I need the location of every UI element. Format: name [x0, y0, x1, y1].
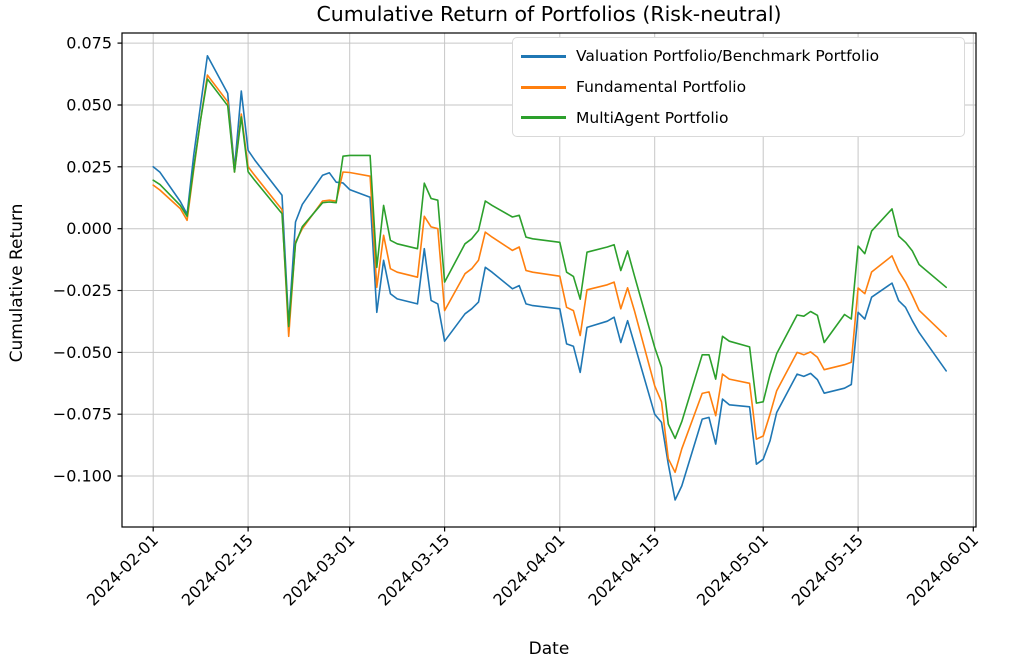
legend: Valuation Portfolio/Benchmark Portfolio … [512, 37, 965, 137]
x-tick-label-2024-05-15: 2024-05-15 [788, 530, 867, 609]
x-tick-label-2024-02-15: 2024-02-15 [178, 530, 257, 609]
x-tick-label-2024-05-01: 2024-05-01 [693, 530, 772, 609]
y-tick-label-−0.025: −0.025 [53, 281, 112, 300]
plot-title: Cumulative Return of Portfolios (Risk-ne… [316, 2, 782, 26]
x-tick-label-2024-04-15: 2024-04-15 [584, 530, 663, 609]
legend-item-valuation: Valuation Portfolio/Benchmark Portfolio [513, 42, 964, 71]
y-axis-label: Cumulative Return [7, 203, 27, 363]
y-tick-label-−0.100: −0.100 [53, 467, 112, 486]
legend-line-swatch-multiagent [521, 116, 566, 120]
legend-label: Valuation Portfolio/Benchmark Portfolio [576, 47, 880, 66]
y-tick-label-0.075: 0.075 [66, 34, 112, 53]
x-tick-label-2024-06-01: 2024-06-01 [903, 530, 982, 609]
y-tick-label-0.050: 0.050 [66, 96, 112, 115]
x-axis-label: Date [528, 639, 570, 659]
y-tick-label-0.000: 0.000 [66, 219, 112, 238]
legend-item-fundamental: Fundamental Portfolio [513, 73, 964, 102]
y-tick-label-−0.050: −0.050 [53, 343, 112, 362]
plot-border [121, 32, 977, 528]
x-tick-label-2024-03-15: 2024-03-15 [374, 530, 453, 609]
x-tick-label-2024-03-01: 2024-03-01 [279, 530, 358, 609]
x-tick-label-2024-04-01: 2024-04-01 [489, 530, 568, 609]
y-tick-label-−0.075: −0.075 [53, 405, 112, 424]
series-line-multiagent-portfolio [152, 78, 948, 440]
legend-item-multiagent: MultiAgent Portfolio [513, 103, 964, 132]
legend-label: MultiAgent Portfolio [576, 108, 729, 127]
legend-line-swatch-valuation [521, 54, 566, 58]
x-tick-label-2024-02-01: 2024-02-01 [83, 530, 162, 609]
legend-line-swatch-fundamental [521, 85, 566, 89]
legend-label: Fundamental Portfolio [576, 78, 747, 96]
y-tick-label-0.025: 0.025 [66, 157, 112, 176]
